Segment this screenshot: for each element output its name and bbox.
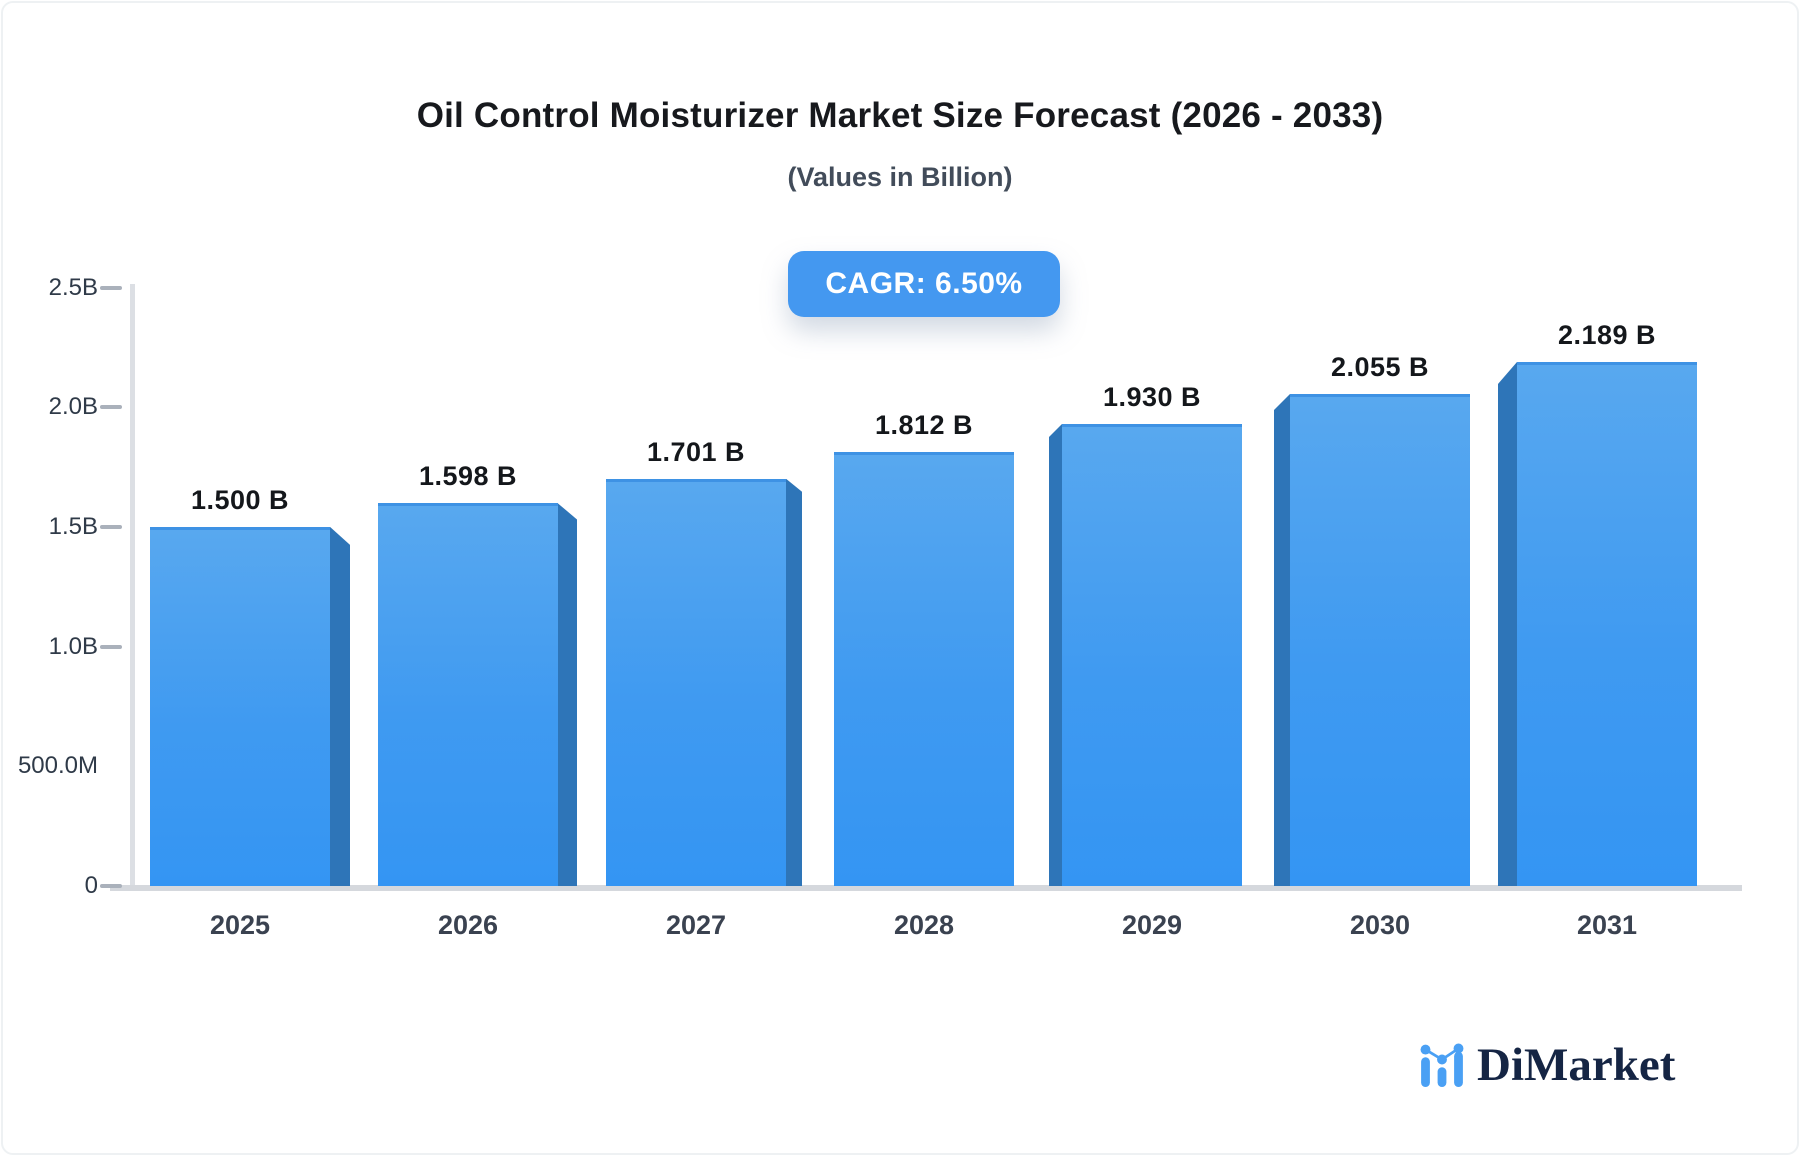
bar-value-label: 1.930 B bbox=[1102, 381, 1202, 412]
bar-value-label: 1.500 B bbox=[190, 484, 290, 515]
bar-value-label: 1.598 B bbox=[418, 461, 518, 492]
bar-side-face bbox=[330, 526, 350, 886]
bar-side-face bbox=[786, 478, 802, 886]
y-axis-tick bbox=[100, 884, 122, 888]
y-axis-tick bbox=[100, 405, 122, 410]
bar-side-face bbox=[1049, 423, 1062, 886]
bar-value-label: 1.701 B bbox=[646, 436, 746, 467]
x-axis-label: 2026 bbox=[437, 910, 499, 940]
x-axis-label: 2027 bbox=[665, 910, 727, 940]
bar-2029 bbox=[1062, 423, 1242, 886]
y-axis-label: 500.0M bbox=[17, 752, 98, 780]
bar-2028 bbox=[834, 452, 1014, 886]
bar-side-face bbox=[1498, 361, 1517, 886]
y-axis-line bbox=[130, 284, 135, 887]
bar-2025 bbox=[150, 526, 330, 886]
bar-2026 bbox=[378, 503, 558, 886]
bar-value-label: 2.055 B bbox=[1330, 352, 1430, 383]
bar-side-face bbox=[1274, 394, 1290, 886]
x-axis-label: 2029 bbox=[1121, 910, 1183, 940]
x-axis-label: 2025 bbox=[209, 910, 271, 940]
y-axis-tick bbox=[100, 285, 122, 290]
x-axis-label: 2030 bbox=[1349, 910, 1411, 940]
bar-value-label: 1.812 B bbox=[874, 410, 974, 441]
dimarket-logo[interactable]: DiMarket bbox=[1420, 1038, 1675, 1092]
y-axis-label: 2.5B bbox=[48, 273, 98, 301]
bar-2027 bbox=[606, 478, 786, 886]
x-axis-label: 2031 bbox=[1576, 910, 1638, 940]
cagr-badge: CAGR: 6.50% bbox=[788, 251, 1060, 317]
dimarket-logo-icon bbox=[1420, 1043, 1464, 1087]
y-axis-label: 1.0B bbox=[48, 632, 98, 660]
bar-2031 bbox=[1517, 361, 1697, 886]
y-axis-label: 0 bbox=[84, 872, 98, 899]
y-axis-label: 2.0B bbox=[48, 393, 98, 421]
y-axis-tick bbox=[100, 644, 122, 649]
y-axis-tick bbox=[100, 524, 122, 529]
bar-value-label: 2.189 B bbox=[1557, 319, 1657, 350]
chart-title: Oil Control Moisturizer Market Size Fore… bbox=[416, 96, 1384, 135]
chart-subtitle: (Values in Billion) bbox=[787, 162, 1013, 192]
cagr-badge-label: CAGR: 6.50% bbox=[825, 267, 1023, 300]
bar-2030 bbox=[1290, 394, 1470, 886]
x-axis-label: 2028 bbox=[893, 910, 955, 940]
y-axis-label: 1.5B bbox=[48, 512, 98, 540]
dimarket-logo-text: DiMarket bbox=[1477, 1039, 1676, 1091]
bar-side-face bbox=[558, 503, 577, 886]
x-axis-line bbox=[110, 885, 1742, 891]
